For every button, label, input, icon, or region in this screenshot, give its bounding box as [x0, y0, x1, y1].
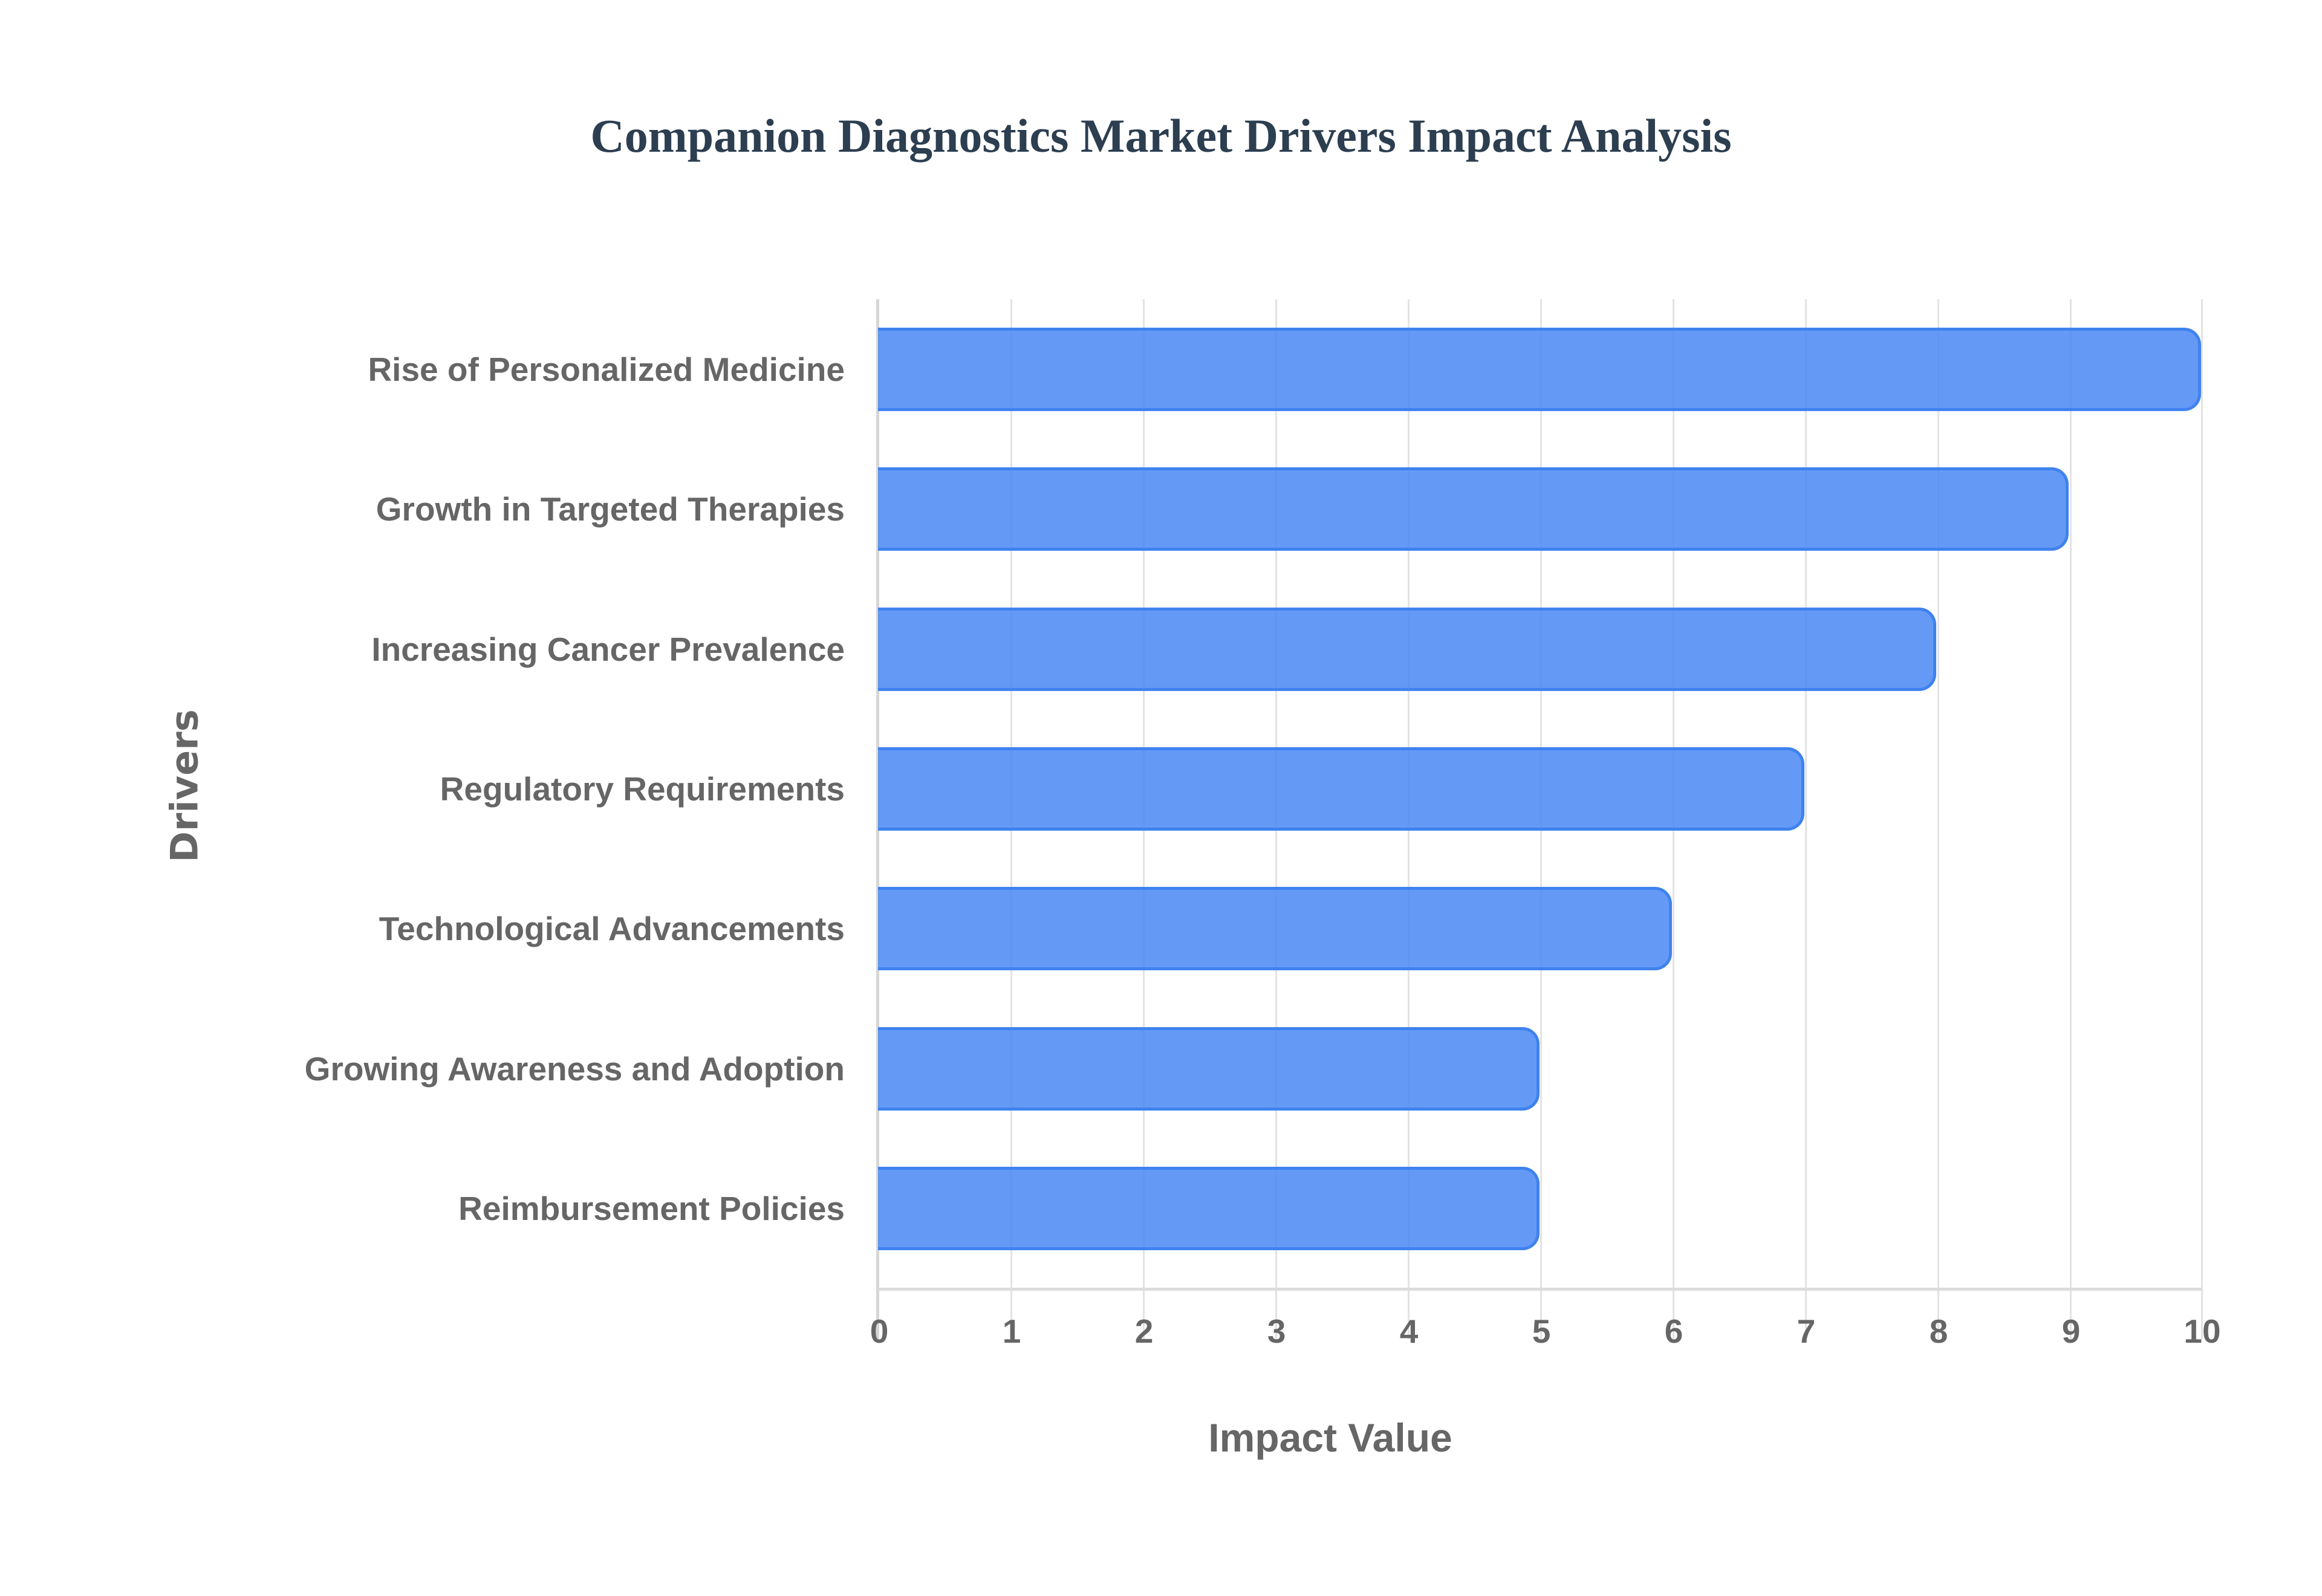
y-tick-label: Growth in Targeted Therapies: [376, 490, 845, 528]
x-axis-title: Impact Value: [1208, 1415, 1452, 1460]
x-tick-label: 6: [1664, 1312, 1683, 1350]
gridline: [1805, 299, 1807, 1339]
bar-regulatory-requirements[interactable]: [878, 747, 1804, 831]
bar-rise-of-personalized-medicine[interactable]: [878, 328, 2201, 411]
bar-growing-awareness-and-adoption[interactable]: [878, 1027, 1540, 1111]
x-tick-label: 1: [1002, 1312, 1021, 1350]
gridline: [2070, 299, 2072, 1339]
gridline: [1937, 299, 1939, 1339]
bar-technological-advancements[interactable]: [878, 887, 1672, 970]
bar-reimbursement-policies[interactable]: [878, 1167, 1540, 1250]
x-axis-line: [878, 1288, 2202, 1291]
y-tick-label: Reimbursement Policies: [458, 1190, 845, 1227]
y-tick-label: Growing Awareness and Adoption: [304, 1050, 845, 1088]
chart-title: Companion Diagnostics Market Drivers Imp…: [590, 109, 1732, 162]
x-tick-label: 0: [870, 1312, 889, 1350]
y-tick-label: Rise of Personalized Medicine: [368, 351, 845, 388]
plot-area: [876, 299, 2203, 1339]
x-tick-label: 4: [1399, 1312, 1419, 1350]
x-tick-label: 5: [1532, 1312, 1551, 1350]
gridline: [2201, 299, 2203, 1339]
x-tick-label: 7: [1797, 1312, 1816, 1350]
y-tick-label: Regulatory Requirements: [440, 770, 845, 808]
y-tick-label: Technological Advancements: [379, 910, 845, 947]
bar-increasing-cancer-prevalence[interactable]: [878, 608, 1937, 691]
y-axis-line: [876, 299, 879, 1339]
x-tick-label: 8: [1929, 1312, 1948, 1350]
x-tick-label: 10: [2184, 1312, 2221, 1350]
bar-growth-in-targeted-therapies[interactable]: [878, 467, 2069, 551]
x-tick-label: 9: [2061, 1312, 2081, 1350]
y-tick-label: Increasing Cancer Prevalence: [371, 631, 845, 668]
x-tick-label: 3: [1267, 1312, 1286, 1350]
x-tick-label: 2: [1134, 1312, 1154, 1350]
